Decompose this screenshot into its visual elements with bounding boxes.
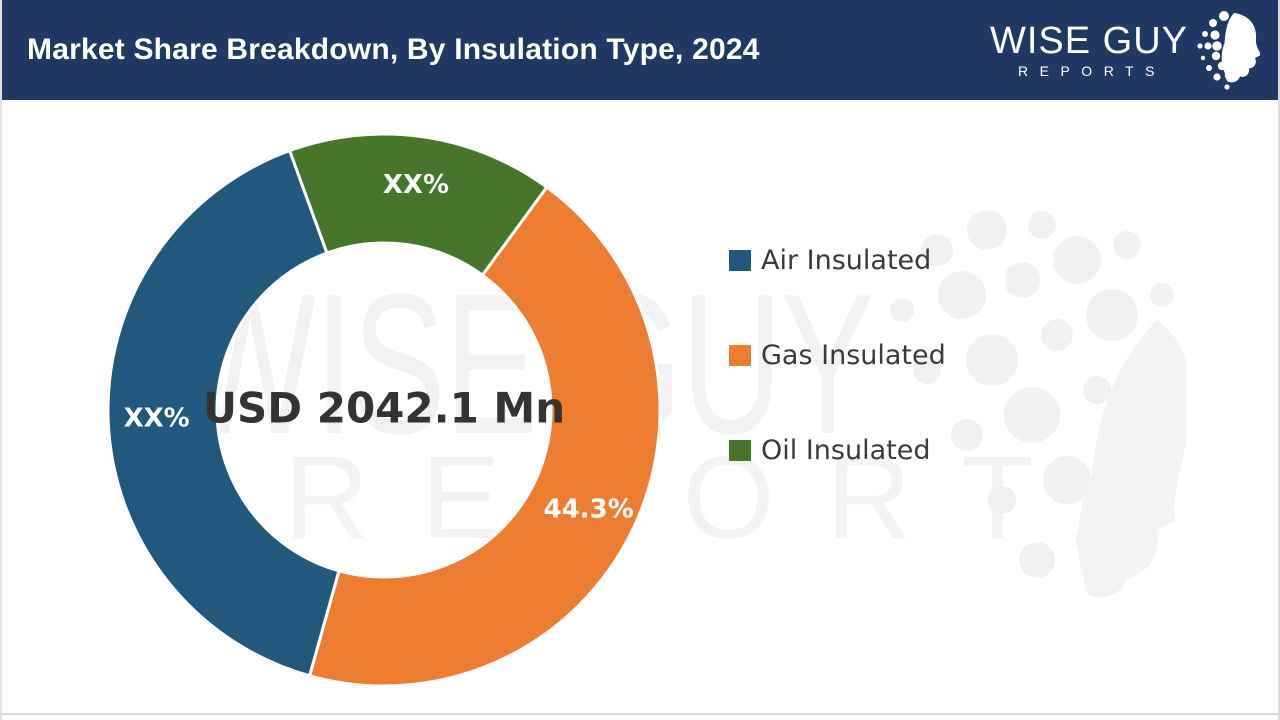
legend-label: Gas Insulated [761, 340, 946, 371]
logo-wiseguy-text: WISE GUY [989, 20, 1188, 62]
slice-gas-insulated [307, 185, 662, 688]
legend-swatch-oil [729, 440, 751, 461]
slice-label-gas-insulated: 44.3% [544, 494, 634, 524]
legend-swatch-air [729, 250, 751, 271]
wiseguy-logo-text: WISE GUY REPORTS [990, 22, 1188, 78]
slice-label-oil-insulated: XX% [383, 170, 449, 200]
slice-air-insulated [106, 148, 341, 678]
wiseguy-face-icon [1197, 11, 1260, 90]
header-bar: Market Share Breakdown, By Insulation Ty… [2, 0, 1278, 100]
slice-label-air-insulated: XX% [124, 404, 190, 434]
legend-label: Air Insulated [761, 245, 932, 276]
logo-reports-text: REPORTS [1018, 63, 1166, 79]
legend-swatch-gas [729, 345, 751, 366]
legend-label: Oil Insulated [761, 435, 931, 466]
legend-item-gas-insulated: Gas Insulated [729, 340, 946, 371]
wiseguy-logo: WISE GUY REPORTS [990, 10, 1260, 90]
page-title: Market Share Breakdown, By Insulation Ty… [27, 33, 760, 66]
donut-center-value: USD 2042.1 Mn [202, 383, 566, 433]
legend-item-air-insulated: Air Insulated [729, 245, 946, 276]
bottom-divider [2, 713, 1278, 715]
legend-item-oil-insulated: Oil Insulated [729, 435, 946, 466]
chart-area: WISE GUY REPORTS XX% 44.3% XX% USD 2042 [2, 100, 1278, 718]
legend: Air Insulated Gas Insulated Oil Insulate… [729, 245, 946, 530]
donut-chart: XX% 44.3% XX% [106, 132, 662, 688]
